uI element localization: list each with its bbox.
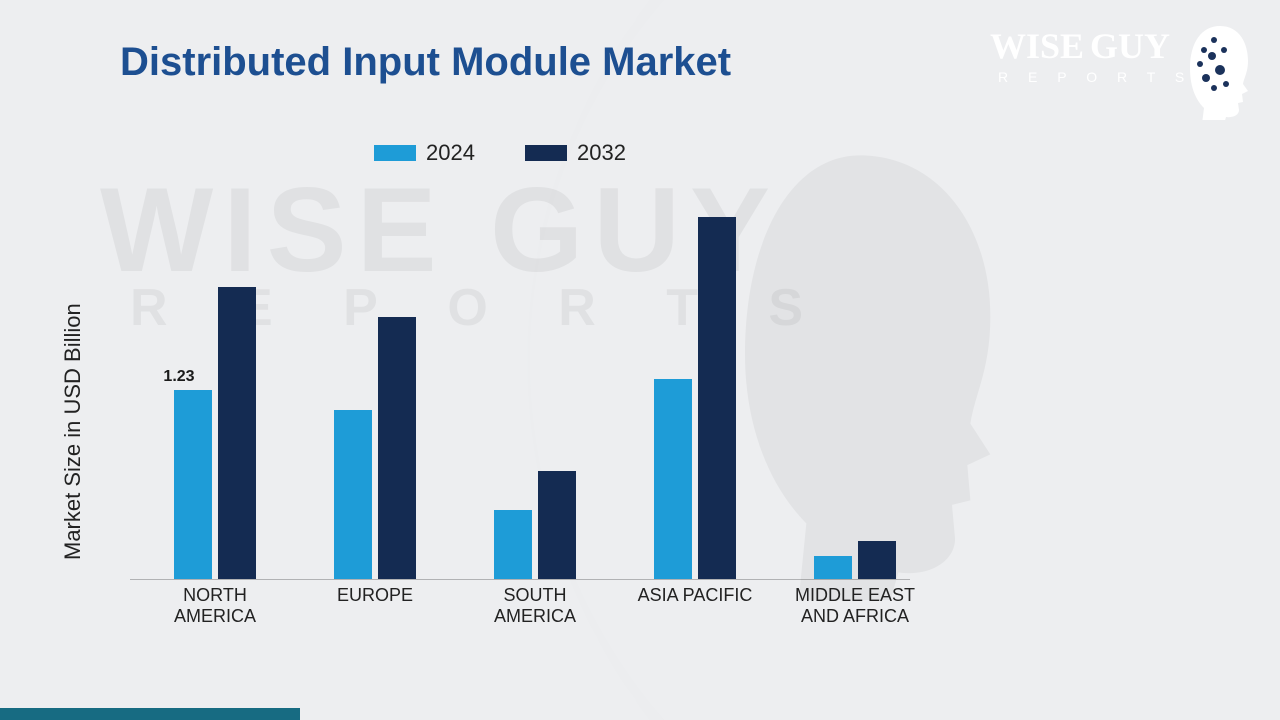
bottom-strip	[0, 708, 300, 720]
bar-2032	[218, 287, 256, 579]
bar-2024	[174, 390, 212, 579]
bar-2024	[654, 379, 692, 579]
bar-group: EUROPE	[330, 317, 420, 579]
plot-area: 1.23NORTH AMERICA EUROPE SOUTH AMERICA ASIA…	[130, 180, 910, 580]
legend-item: 2032	[525, 140, 626, 166]
bar-group: 1.23NORTH AMERICA	[170, 287, 260, 579]
bar-2024	[814, 556, 852, 579]
bar-group: MIDDLE EAST AND AFRICA	[810, 541, 900, 579]
bar-2032	[698, 217, 736, 579]
bar-value-label: 1.23	[150, 368, 208, 386]
stage: WISE GUY R E P O R T S Distributed Input…	[0, 0, 1280, 720]
x-category-label: NORTH AMERICA	[145, 579, 285, 626]
bar-group: ASIA PACIFIC	[650, 217, 740, 579]
legend-swatch	[374, 145, 416, 161]
bar-2024	[334, 410, 372, 579]
x-category-label: ASIA PACIFIC	[625, 579, 765, 606]
chart-title: Distributed Input Module Market	[120, 40, 731, 85]
legend-label: 2032	[577, 140, 626, 166]
brand-logo: WISE GUY R E P O R T S	[990, 20, 1250, 125]
bar-group: SOUTH AMERICA	[490, 471, 580, 579]
svg-text:WISE: WISE	[990, 26, 1084, 66]
legend-swatch	[525, 145, 567, 161]
svg-text:R E P O R T S: R E P O R T S	[998, 69, 1192, 85]
legend-item: 2024	[374, 140, 475, 166]
y-axis-label: Market Size in USD Billion	[60, 303, 86, 560]
chart: 20242032 Market Size in USD Billion 1.23…	[90, 140, 910, 580]
x-category-label: SOUTH AMERICA	[465, 579, 605, 626]
bar-2032	[378, 317, 416, 579]
legend: 2024 2032	[90, 140, 910, 166]
legend-label: 2024	[426, 140, 475, 166]
x-category-label: MIDDLE EAST AND AFRICA	[785, 579, 925, 626]
bar-2032	[538, 471, 576, 579]
x-category-label: EUROPE	[305, 579, 445, 606]
bar-2024	[494, 510, 532, 579]
bar-2032	[858, 541, 896, 579]
svg-text:GUY: GUY	[1090, 26, 1170, 66]
